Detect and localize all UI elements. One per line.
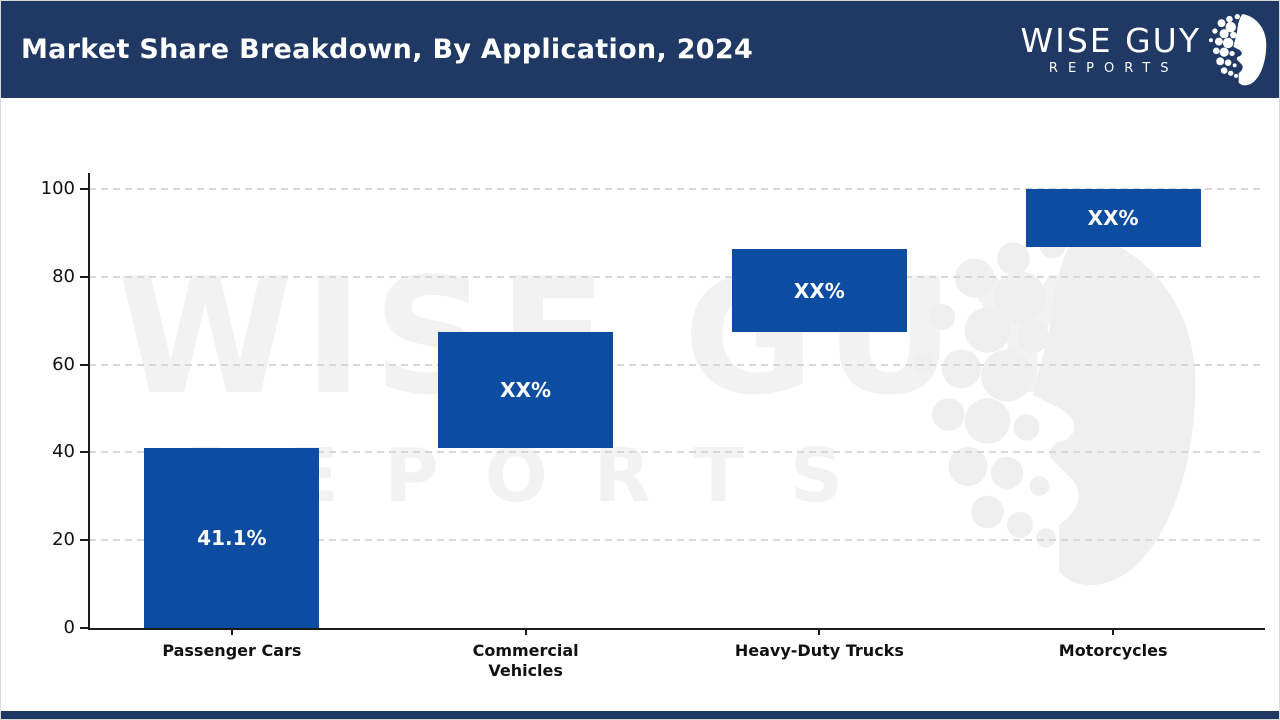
ytick-mark-40 <box>80 451 88 454</box>
watermark-head-icon <box>881 213 1211 603</box>
gridline-y60 <box>89 363 1264 366</box>
ytick-label-40: 40 <box>52 441 75 463</box>
logo-name: WISE GUY <box>1020 20 1201 60</box>
xtick-1 <box>230 628 233 635</box>
xtick-4 <box>1112 628 1115 635</box>
category-label: Passenger Cars <box>162 641 302 660</box>
bar-4: XX% <box>1025 188 1201 247</box>
logo-subname: REPORTS <box>1048 60 1179 76</box>
bar-value-label: 41.1% <box>197 525 267 550</box>
wise-guy-logo: WISE GUY REPORTS <box>1020 10 1269 89</box>
ytick-mark-20 <box>80 539 88 542</box>
gridline-y100 <box>89 188 1264 190</box>
category-label: Heavy-Duty Trucks <box>734 641 904 660</box>
category-label: Commercial Vehicles <box>472 641 579 680</box>
footer-band <box>1 711 1279 719</box>
ytick-label-80: 80 <box>52 265 75 287</box>
ytick-mark-80 <box>80 275 88 278</box>
gridline-y40 <box>89 451 1264 454</box>
page-title: Market Share Breakdown, By Application, … <box>21 34 754 65</box>
gridline-y80 <box>89 275 1264 278</box>
ytick-mark-60 <box>80 363 88 366</box>
ytick-label-0: 0 <box>63 617 75 638</box>
y-axis-spine <box>88 173 90 630</box>
ytick-mark-0 <box>80 627 88 629</box>
logo-head-icon <box>1203 10 1269 89</box>
logo-text: WISE GUY REPORTS <box>1020 24 1201 76</box>
gridline-y20 <box>89 539 1264 542</box>
ytick-mark-100 <box>80 188 88 190</box>
bar-value-label: XX% <box>793 278 845 303</box>
category-label: Motorcycles <box>1058 641 1168 660</box>
x-axis-spine <box>88 628 1265 630</box>
bar-value-label: XX% <box>1087 205 1139 230</box>
xtick-3 <box>818 628 821 635</box>
bar-value-label: XX% <box>500 377 552 402</box>
header-band: Market Share Breakdown, By Application, … <box>1 1 1279 98</box>
ytick-label-60: 60 <box>52 353 75 375</box>
ytick-label-100: 100 <box>40 178 75 199</box>
bar-2: XX% <box>438 332 614 448</box>
bar-3: XX% <box>731 249 907 333</box>
xtick-2 <box>524 628 527 635</box>
bar-1: 41.1% <box>144 447 320 628</box>
ytick-label-20: 20 <box>52 529 75 551</box>
